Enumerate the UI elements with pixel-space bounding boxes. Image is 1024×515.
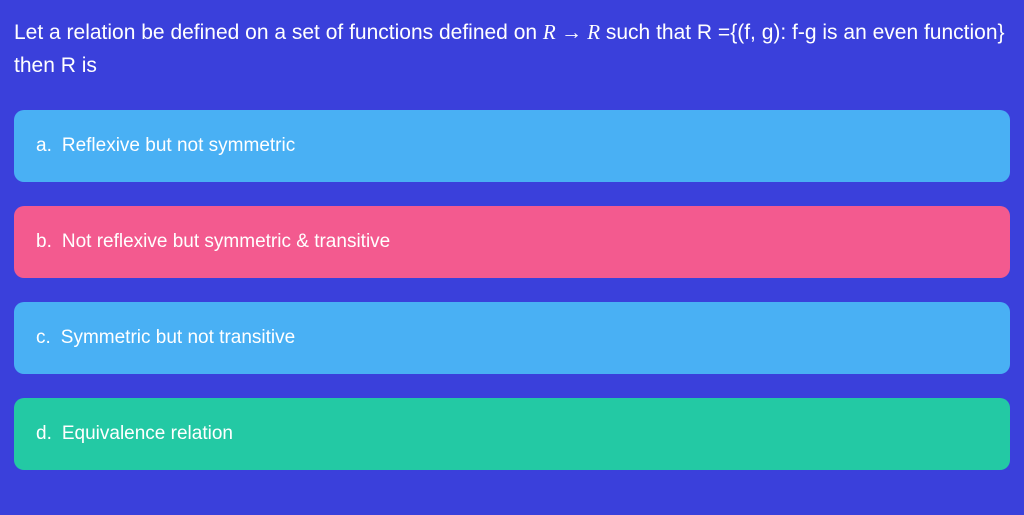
option-letter: b. xyxy=(36,231,52,253)
question-text: Let a relation be defined on a set of fu… xyxy=(0,0,1024,82)
option-a[interactable]: a. Reflexive but not symmetric xyxy=(14,110,1010,182)
option-text: Equivalence relation xyxy=(62,423,233,445)
option-letter: c. xyxy=(36,327,51,349)
option-text: Reflexive but not symmetric xyxy=(62,135,295,157)
option-c[interactable]: c. Symmetric but not transitive xyxy=(14,302,1010,374)
options-list: a. Reflexive but not symmetric b. Not re… xyxy=(0,110,1024,470)
option-d[interactable]: d. Equivalence relation xyxy=(14,398,1010,470)
option-text: Not reflexive but symmetric & transitive xyxy=(62,231,390,253)
question-math: R → R xyxy=(543,20,600,44)
question-prefix: Let a relation be defined on a set of fu… xyxy=(14,21,543,44)
option-b[interactable]: b. Not reflexive but symmetric & transit… xyxy=(14,206,1010,278)
option-letter: d. xyxy=(36,423,52,445)
option-letter: a. xyxy=(36,135,52,157)
option-text: Symmetric but not transitive xyxy=(61,327,295,349)
